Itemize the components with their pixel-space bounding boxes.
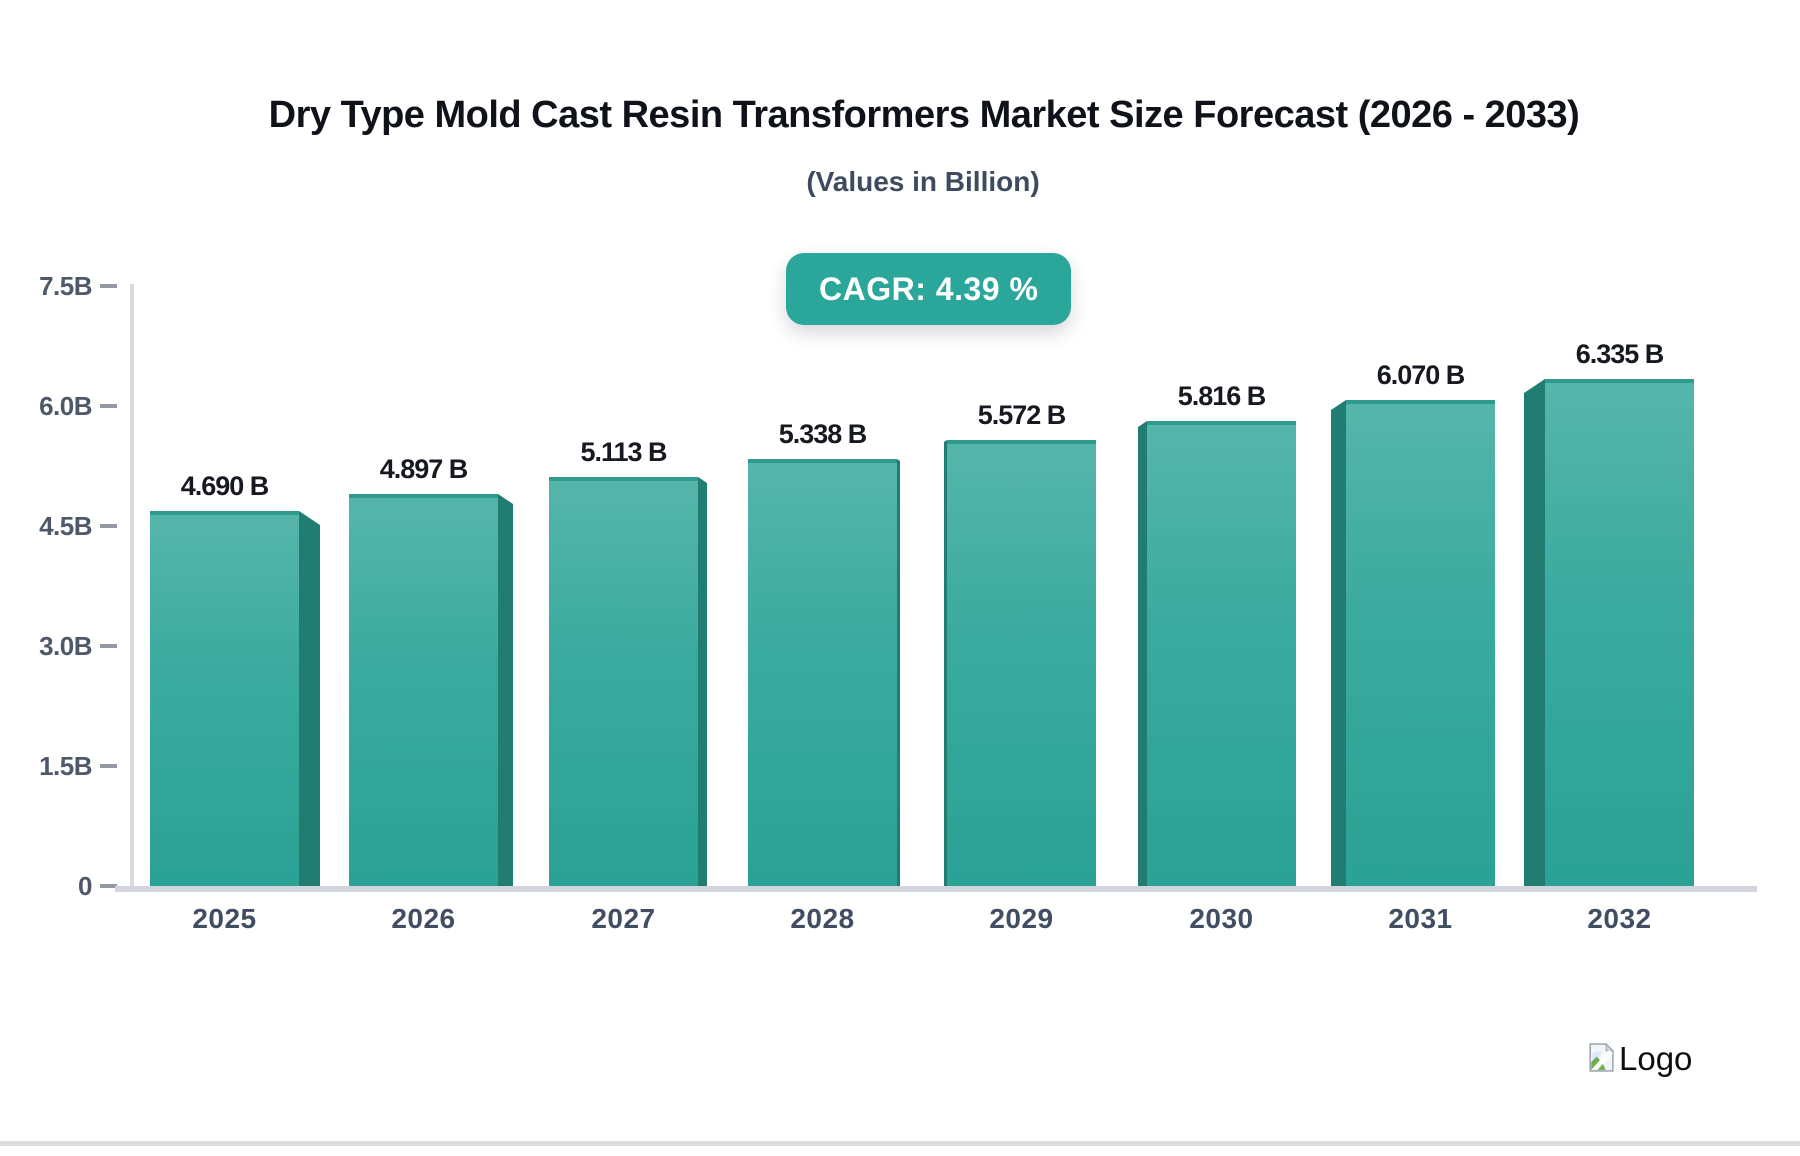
y-tick-3.0B (100, 644, 117, 648)
bar-side-2028 (897, 459, 900, 886)
y-tick-4.5B (100, 524, 117, 528)
bar-face-2026 (349, 494, 498, 886)
chart-subtitle: (Values in Billion) (806, 166, 1040, 197)
x-tick-label-2030: 2030 (1189, 903, 1254, 934)
bar-2029[interactable] (944, 440, 1096, 886)
y-tick-7.5B (100, 284, 117, 288)
y-tick-label-7.5B: 7.5B (39, 271, 92, 301)
y-tick-6.0B (100, 404, 117, 408)
bar-side-2031 (1331, 400, 1346, 886)
y-tick-label-3.0B: 3.0B (39, 631, 92, 661)
logo-text: Logo (1619, 1040, 1693, 1077)
bar-2026[interactable] (349, 494, 513, 886)
bar-face-2032 (1545, 379, 1694, 886)
bar-side-2027 (698, 477, 707, 886)
bar-value-label-2027: 5.113 B (580, 437, 667, 467)
bar-face-2027 (549, 477, 698, 886)
x-tick-label-2025: 2025 (192, 903, 257, 934)
bar-value-label-2025: 4.690 B (180, 471, 270, 501)
bar-value-label-2031: 6.070 B (1376, 360, 1466, 390)
bar-value-label-2028: 5.338 B (778, 419, 868, 449)
x-tick-label-2026: 2026 (391, 903, 456, 934)
page-bottom-border (0, 1141, 1800, 1146)
cagr-badge: CAGR: 4.39 % (786, 253, 1072, 325)
bar-side-2029 (944, 440, 947, 886)
bar-value-label-2029: 5.572 B (977, 400, 1067, 430)
bar-side-2025 (299, 511, 320, 886)
bar-side-2026 (498, 494, 513, 886)
y-tick-label-0: 0 (78, 871, 92, 901)
y-tick-0 (100, 884, 117, 888)
y-tick-label-6.0B: 6.0B (39, 391, 92, 421)
bar-2027[interactable] (549, 477, 707, 886)
x-axis-line (115, 886, 1757, 892)
x-tick-label-2027: 2027 (591, 903, 656, 934)
bar-face-2029 (947, 440, 1096, 886)
bar-2028[interactable] (748, 459, 900, 886)
y-axis-line (130, 284, 134, 888)
x-tick-label-2028: 2028 (790, 903, 855, 934)
bar-2030[interactable] (1138, 421, 1296, 886)
bar-value-label-2030: 5.816 B (1177, 381, 1267, 411)
bar-value-label-2026: 4.897 B (379, 454, 469, 484)
x-tick-label-2031: 2031 (1388, 903, 1453, 934)
logo: Logo (1585, 1041, 1692, 1077)
y-tick-1.5B (100, 764, 117, 768)
y-tick-label-4.5B: 4.5B (39, 511, 92, 541)
chart-title: Dry Type Mold Cast Resin Transformers Ma… (268, 94, 1580, 136)
y-tick-label-1.5B: 1.5B (39, 751, 92, 781)
bar-value-label-2032: 6.335 B (1575, 339, 1665, 369)
bar-2031[interactable] (1331, 400, 1495, 886)
broken-image-icon (1589, 1042, 1615, 1072)
bar-face-2028 (748, 459, 897, 886)
bar-2025[interactable] (150, 511, 320, 886)
bar-side-2032 (1524, 379, 1545, 886)
bar-face-2025 (150, 511, 299, 886)
bar-face-2030 (1147, 421, 1296, 886)
x-tick-label-2032: 2032 (1587, 903, 1652, 934)
cagr-badge-label: CAGR: 4.39 % (819, 271, 1039, 307)
x-tick-label-2029: 2029 (989, 903, 1054, 934)
bar-side-2030 (1138, 421, 1147, 886)
bar-face-2031 (1346, 400, 1495, 886)
bar-2032[interactable] (1524, 379, 1694, 886)
